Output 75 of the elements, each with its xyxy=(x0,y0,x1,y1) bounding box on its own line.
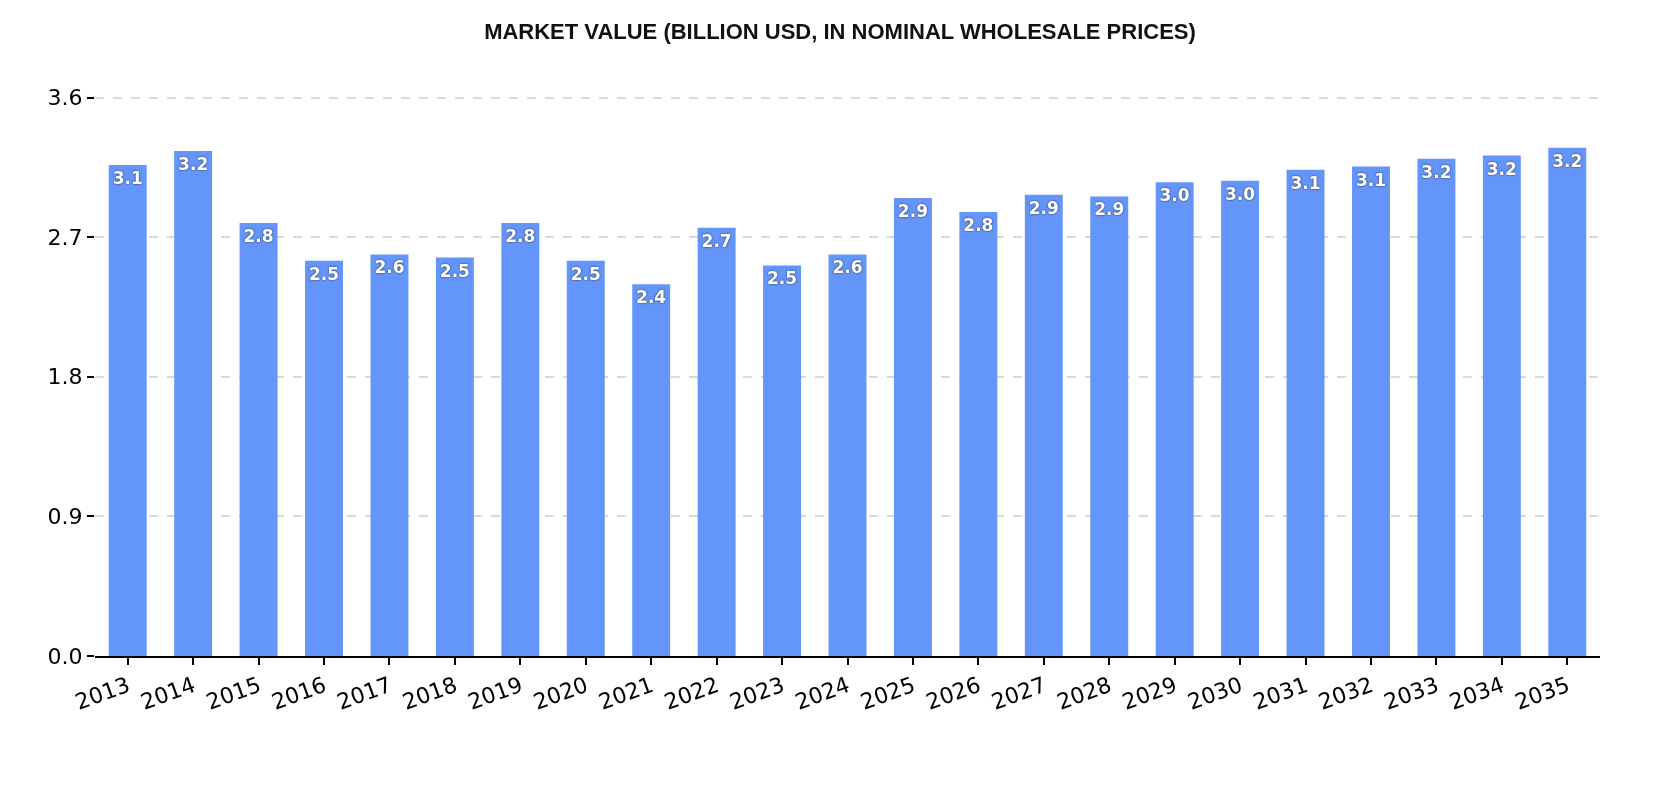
chart-title: MARKET VALUE (BILLION USD, IN NOMINAL WHOLESALE PRICES) xyxy=(484,18,1196,44)
data-label: 2.6 xyxy=(832,257,863,278)
y-tick-label: 2.7 xyxy=(47,224,83,250)
data-label: 2.9 xyxy=(1094,199,1125,220)
bar xyxy=(174,150,213,656)
y-tick-label: 1.8 xyxy=(47,364,83,390)
bar xyxy=(697,227,736,656)
x-tick-label: 2027 xyxy=(988,671,1050,715)
x-tick-label: 2022 xyxy=(660,671,723,715)
x-tick-label: 2029 xyxy=(1118,671,1181,715)
data-label: 3.0 xyxy=(1224,183,1256,204)
x-tick-label: 2026 xyxy=(922,671,984,715)
y-tick-label: 0.9 xyxy=(47,504,83,530)
bar xyxy=(959,212,998,656)
bar xyxy=(435,257,474,656)
bar xyxy=(108,165,147,656)
data-label: 3.1 xyxy=(1290,172,1321,193)
x-tick-label: 2025 xyxy=(857,671,919,715)
data-label: 2.5 xyxy=(767,268,798,289)
x-tick-label: 2015 xyxy=(202,671,265,715)
x-tick-label: 2035 xyxy=(1511,671,1573,715)
x-tick-label: 2020 xyxy=(530,671,592,715)
x-tick-label: 2016 xyxy=(268,671,330,715)
bar xyxy=(1221,180,1260,656)
x-tick-label: 2033 xyxy=(1380,671,1442,715)
data-label: 2.5 xyxy=(439,260,470,281)
data-label: 2.8 xyxy=(243,226,274,247)
x-tick-label: 2018 xyxy=(399,671,461,715)
bar xyxy=(1090,196,1129,656)
x-tick-label: 2019 xyxy=(464,671,526,715)
bar xyxy=(1352,166,1390,656)
data-label: 2.9 xyxy=(1028,197,1059,218)
bar xyxy=(1286,169,1325,656)
bar xyxy=(566,260,605,656)
bar xyxy=(305,260,343,656)
bar xyxy=(1482,155,1521,656)
x-tick-label: 2031 xyxy=(1249,671,1312,715)
data-label: 2.9 xyxy=(897,200,928,221)
bar xyxy=(501,223,540,656)
data-label: 3.2 xyxy=(1486,158,1517,179)
y-tick-label: 3.6 xyxy=(47,85,83,111)
data-label: 3.2 xyxy=(1421,161,1452,182)
data-label: 3.2 xyxy=(178,153,209,174)
bar xyxy=(893,197,932,656)
x-tick-label: 2021 xyxy=(595,671,657,715)
x-tick-label: 2028 xyxy=(1053,671,1115,715)
bar xyxy=(828,254,867,656)
bar xyxy=(1417,158,1456,656)
bar xyxy=(632,284,671,656)
data-label: 2.7 xyxy=(701,230,732,251)
x-tick-label: 2024 xyxy=(791,671,853,715)
data-label: 2.5 xyxy=(570,263,601,284)
data-label: 3.0 xyxy=(1159,185,1190,206)
bar xyxy=(239,223,278,656)
data-label: 3.1 xyxy=(1355,169,1387,190)
x-tick-label: 2023 xyxy=(726,671,788,715)
data-label: 3.2 xyxy=(1552,150,1583,171)
data-label: 2.8 xyxy=(963,215,994,236)
x-tick-label: 2030 xyxy=(1184,671,1246,715)
x-tick-label: 2014 xyxy=(137,671,199,715)
data-label: 2.4 xyxy=(636,287,667,308)
bar xyxy=(1548,147,1587,656)
x-tick-label: 2032 xyxy=(1315,671,1377,715)
data-label: 2.5 xyxy=(308,263,340,284)
bar xyxy=(1024,194,1063,656)
x-tick-label: 2034 xyxy=(1446,671,1508,715)
x-tick-label: 2013 xyxy=(72,671,134,715)
y-tick-label: 0.0 xyxy=(47,643,83,669)
bar xyxy=(370,254,409,656)
bar xyxy=(763,265,802,656)
data-label: 2.6 xyxy=(374,257,405,278)
x-tick-label: 2017 xyxy=(333,671,395,715)
data-label: 2.8 xyxy=(505,226,536,247)
data-label: 3.1 xyxy=(112,168,143,189)
bar xyxy=(1155,182,1194,656)
